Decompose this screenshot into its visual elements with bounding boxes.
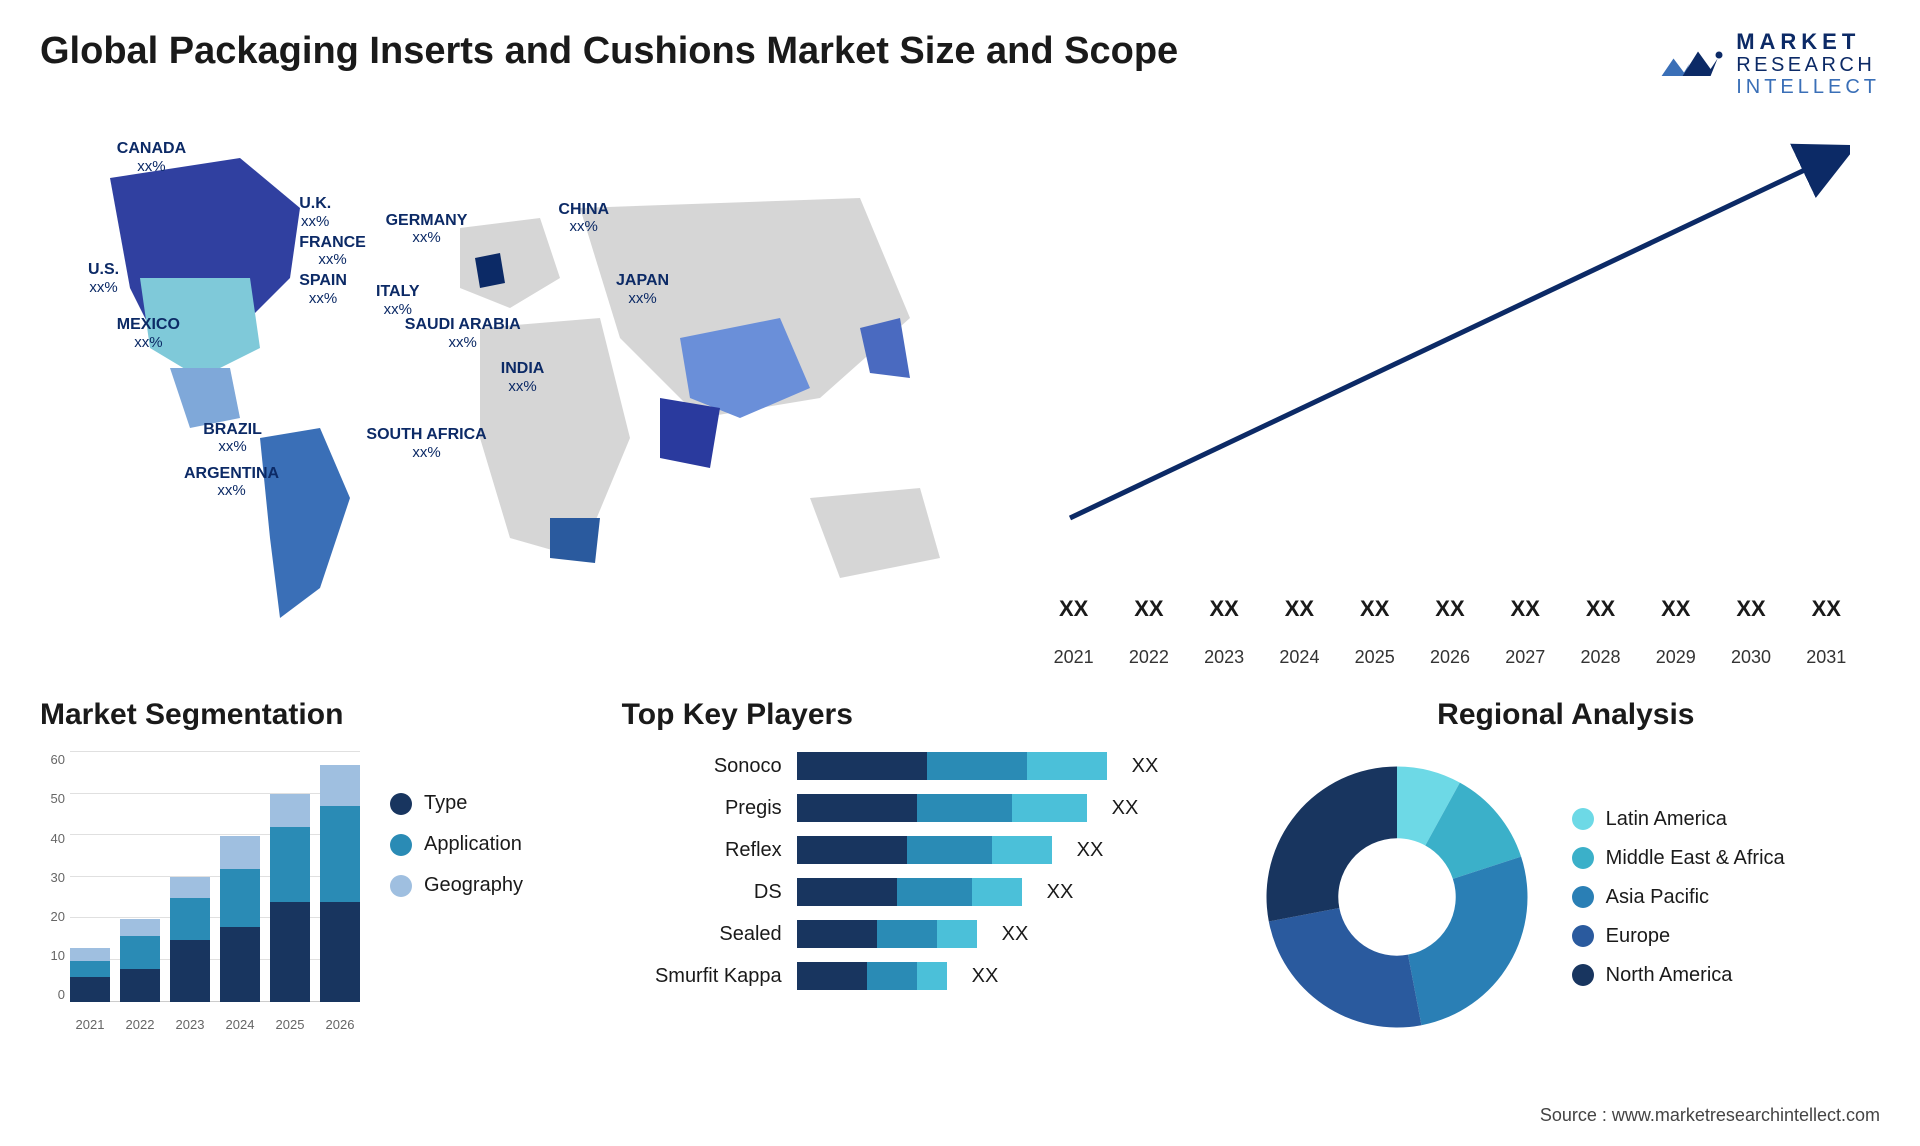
growth-bar: XX [1567,596,1634,628]
seg-x-label: 2026 [320,1017,360,1032]
player-row: SealedXX [622,920,1202,948]
segmentation-legend: Type Application Geography [390,792,523,897]
logo: MARKET RESEARCH INTELLECT [1656,30,1880,98]
player-row: Smurfit KappaXX [622,962,1202,990]
regional-panel: Regional Analysis Latin America Middle Ea… [1252,698,1880,1042]
seg-x-label: 2024 [220,1017,260,1032]
seg-legend-item: Geography [390,874,523,897]
segmentation-chart: 0102030405060 202120222023202420252026 [40,752,360,1032]
growth-x-label: 2024 [1266,647,1333,668]
player-row: ReflexXX [622,836,1202,864]
regional-title: Regional Analysis [1252,698,1880,732]
map-label: U.S.xx% [88,261,119,296]
map-label: INDIAxx% [501,360,545,395]
players-chart: SonocoXX PregisXX ReflexXX DSXX SealedXX Smur… [622,752,1202,990]
map-label: FRANCExx% [299,234,366,269]
growth-bar: XX [1492,596,1559,628]
growth-bar: XX [1416,596,1483,628]
map-label: SPAINxx% [299,272,347,307]
source-text: Source : www.marketresearchintellect.com [1540,1105,1880,1126]
growth-x-label: 2023 [1191,647,1258,668]
growth-x-label: 2027 [1492,647,1559,668]
regional-legend: Latin America Middle East & Africa Asia Pa… [1572,808,1785,987]
seg-legend-item: Application [390,833,523,856]
player-row: DSXX [622,878,1202,906]
growth-bar: XX [1793,596,1860,628]
map-label: ITALYxx% [376,283,420,318]
donut-slice [1268,908,1421,1027]
regional-legend-item: Asia Pacific [1572,886,1785,909]
logo-text-2: RESEARCH [1736,54,1880,76]
growth-bar: XX [1341,596,1408,628]
growth-x-label: 2026 [1416,647,1483,668]
player-row: PregisXX [622,794,1202,822]
growth-x-label: 2022 [1115,647,1182,668]
donut-slice [1266,767,1397,922]
growth-bar: XX [1717,596,1784,628]
seg-x-label: 2023 [170,1017,210,1032]
regional-legend-item: Europe [1572,925,1785,948]
seg-x-label: 2025 [270,1017,310,1032]
growth-bar-chart: XXXXXXXXXXXXXXXXXXXXXX 20212022202320242… [1040,118,1880,668]
seg-bar [220,836,260,1003]
growth-bar: XX [1642,596,1709,628]
regional-donut-chart [1252,752,1542,1042]
map-label: GERMANYxx% [386,212,468,247]
players-panel: Top Key Players SonocoXX PregisXX ReflexXX… [622,698,1202,1042]
regional-legend-item: Middle East & Africa [1572,847,1785,870]
map-label: JAPANxx% [616,272,669,307]
regional-legend-item: North America [1572,964,1785,987]
map-label: U.K.xx% [299,195,331,230]
growth-x-label: 2021 [1040,647,1107,668]
map-label: MEXICOxx% [117,316,180,351]
segmentation-title: Market Segmentation [40,698,572,732]
map-label: CHINAxx% [558,201,609,236]
growth-x-label: 2030 [1717,647,1784,668]
seg-x-label: 2021 [70,1017,110,1032]
growth-bar: XX [1040,596,1107,628]
growth-x-label: 2025 [1341,647,1408,668]
growth-bar: XX [1266,596,1333,628]
seg-legend-item: Type [390,792,523,815]
segmentation-panel: Market Segmentation 0102030405060 202120… [40,698,572,1042]
logo-icon [1656,32,1726,97]
growth-x-label: 2029 [1642,647,1709,668]
growth-bar: XX [1191,596,1258,628]
page-title: Global Packaging Inserts and Cushions Ma… [40,30,1178,73]
logo-text-3: INTELLECT [1736,76,1880,98]
seg-bar [70,948,110,1002]
map-label: SAUDI ARABIAxx% [405,316,521,351]
seg-bar [170,877,210,1002]
map-label: BRAZILxx% [203,421,262,456]
donut-slice [1408,857,1527,1026]
players-title: Top Key Players [622,698,1202,732]
map-label: SOUTH AFRICAxx% [366,426,486,461]
seg-bar [320,765,360,1002]
growth-x-label: 2031 [1793,647,1860,668]
player-row: SonocoXX [622,752,1202,780]
growth-x-label: 2028 [1567,647,1634,668]
regional-legend-item: Latin America [1572,808,1785,831]
seg-bar [120,919,160,1002]
seg-x-label: 2022 [120,1017,160,1032]
growth-bar: XX [1115,596,1182,628]
seg-bar [270,794,310,1002]
logo-text-1: MARKET [1736,30,1880,54]
world-map: CANADAxx% U.S.xx% MEXICOxx% BRAZILxx% ARGENT… [40,118,1000,668]
map-label: CANADAxx% [117,140,186,175]
map-label: ARGENTINAxx% [184,465,279,500]
